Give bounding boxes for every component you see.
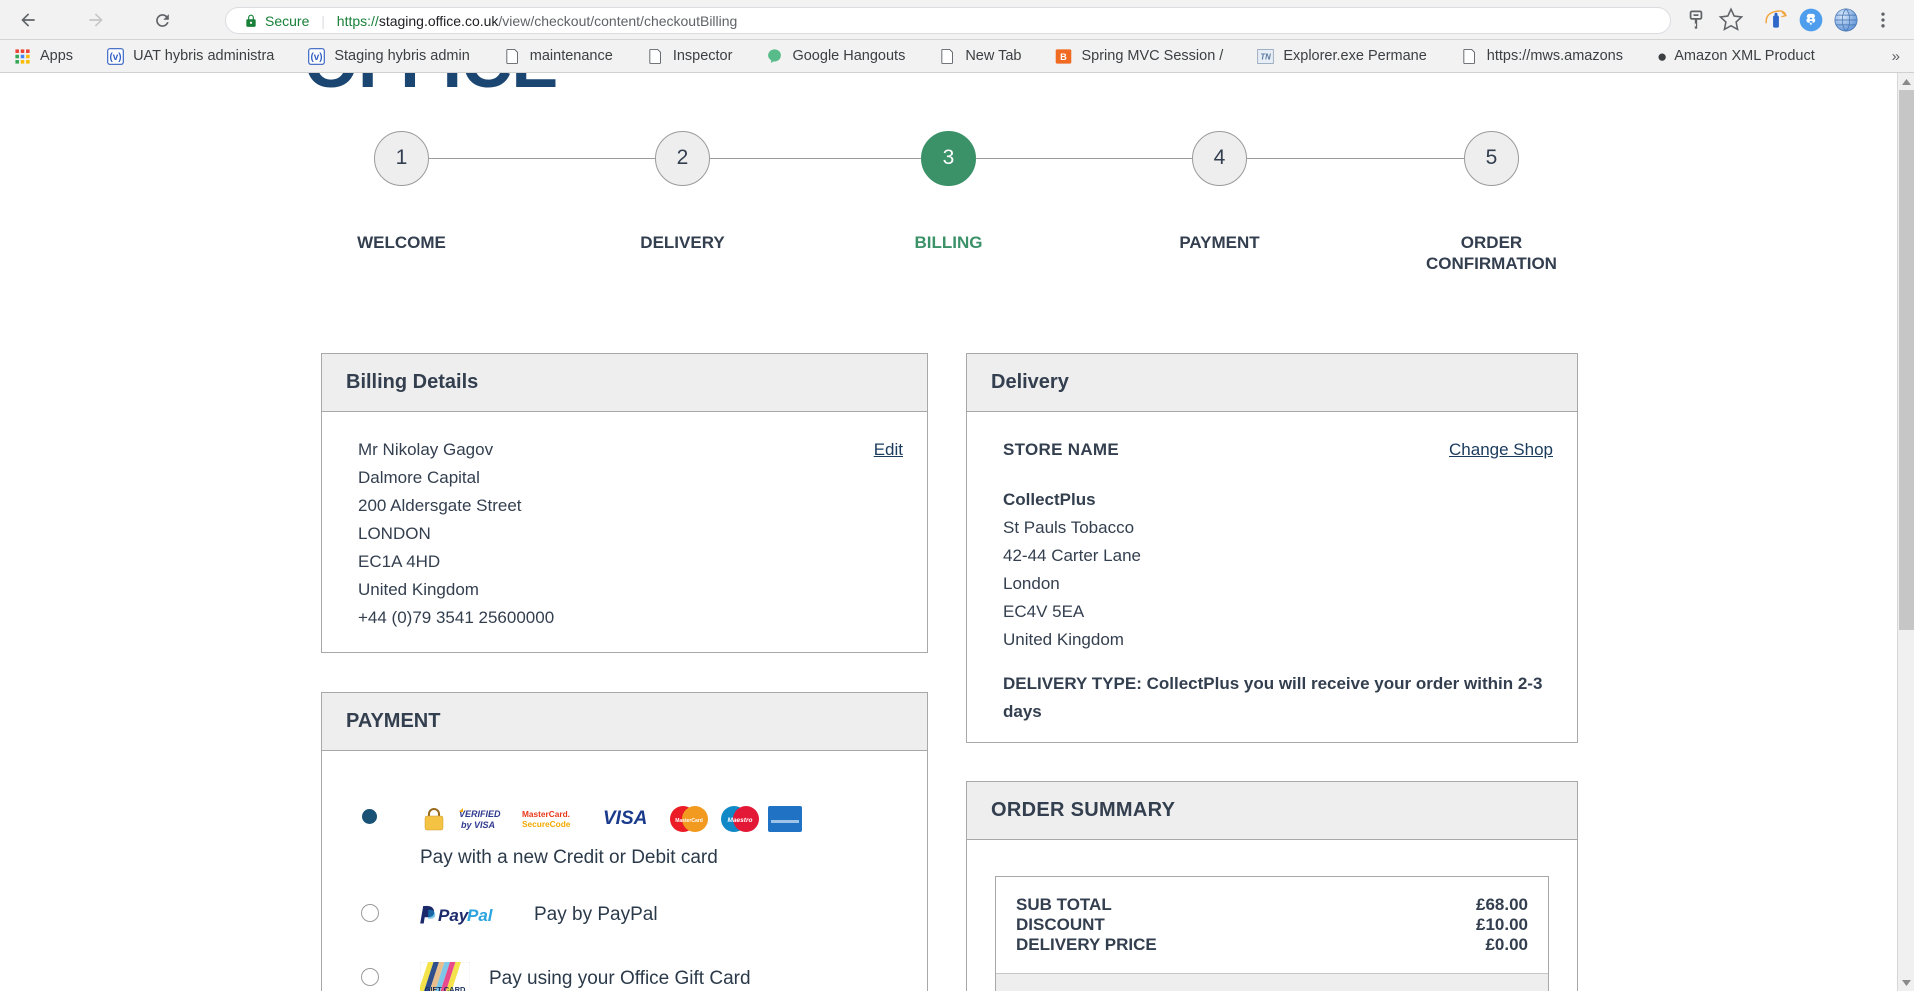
svg-text:SecureCode: SecureCode — [522, 819, 571, 829]
svg-text:VERIFIED: VERIFIED — [459, 809, 501, 819]
svg-text:Maestro: Maestro — [728, 817, 753, 824]
svg-text:Pay: Pay — [438, 906, 470, 925]
svg-text:Pal: Pal — [467, 906, 494, 925]
svg-text:(v): (v) — [311, 52, 323, 63]
svg-text:(v): (v) — [110, 52, 122, 63]
svg-text:by VISA: by VISA — [461, 820, 495, 830]
svg-text:TN: TN — [1261, 52, 1272, 61]
svg-text:B: B — [1061, 52, 1068, 62]
svg-text:VISA: VISA — [603, 808, 647, 829]
svg-text:MasterCard: MasterCard — [675, 818, 703, 824]
svg-text:GIFT CARD: GIFT CARD — [425, 985, 466, 991]
svg-text:MasterCard.: MasterCard. — [522, 809, 570, 819]
